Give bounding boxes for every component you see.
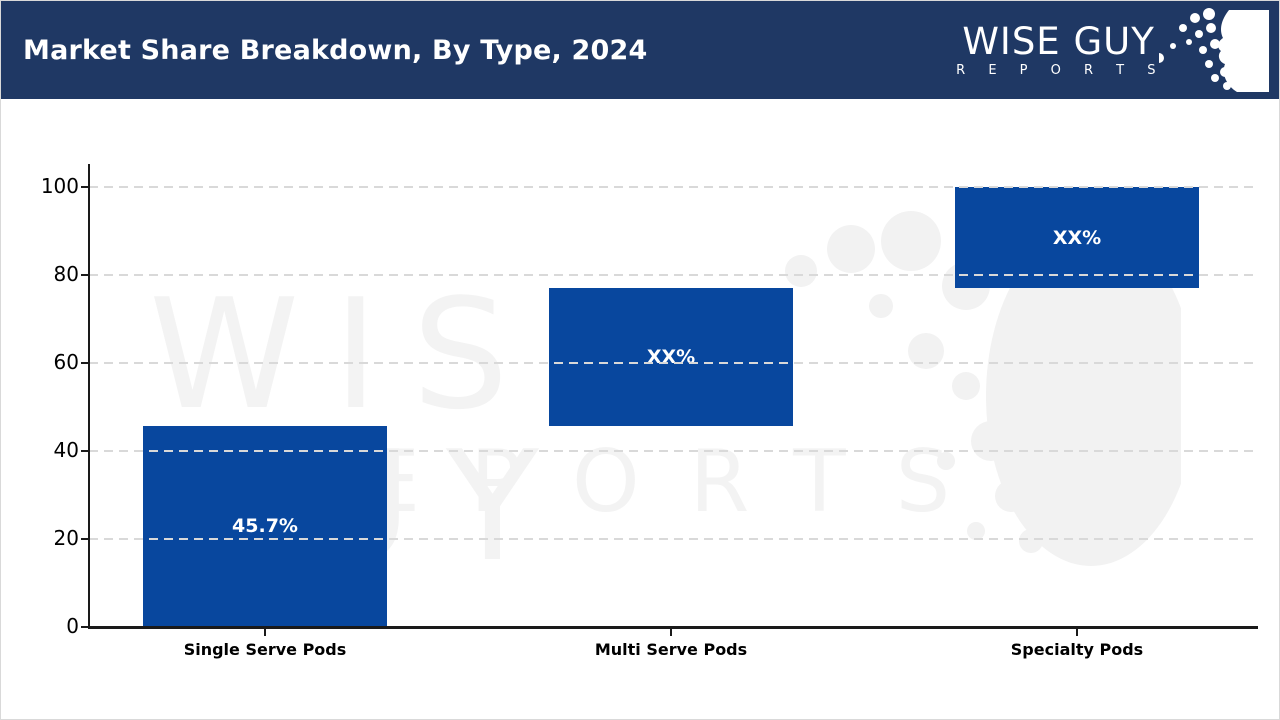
y-axis-line	[88, 164, 90, 629]
y-axis-tick	[81, 274, 89, 276]
chart-title: Market Share Breakdown, By Type, 2024	[23, 34, 648, 66]
y-gridline	[89, 186, 1257, 188]
logo-face-icon	[1159, 8, 1269, 92]
x-axis-category-label: Specialty Pods	[1010, 640, 1144, 659]
bar-specialty-pods: XX%	[955, 187, 1199, 289]
y-axis-tick-label: 20	[53, 526, 79, 550]
y-axis-tick-label: 80	[53, 262, 79, 286]
logo-reports-text: R E P O R T S	[956, 62, 1165, 78]
bar-value-label: 45.7%	[232, 515, 298, 538]
y-axis-tick-label: 60	[53, 350, 79, 374]
y-axis-tick	[81, 450, 89, 452]
y-axis-tick	[81, 362, 89, 364]
x-axis-tick	[264, 628, 266, 636]
y-gridline	[89, 274, 1257, 276]
y-axis-tick	[81, 186, 89, 188]
logo-wiseguy-text: WISE GUY	[962, 19, 1155, 63]
x-axis-tick	[1076, 628, 1078, 636]
y-axis-tick	[81, 538, 89, 540]
bar-single-serve-pods: 45.7%	[143, 425, 387, 627]
y-gridline	[89, 362, 1257, 364]
logo-text: WISE GUY R E P O R T S	[952, 23, 1165, 78]
y-gridline	[89, 450, 1257, 452]
y-axis-tick	[81, 626, 89, 628]
y-axis-tick-label: 0	[66, 614, 79, 638]
x-axis-tick	[670, 628, 672, 636]
header-bar: Market Share Breakdown, By Type, 2024 WI…	[1, 1, 1279, 99]
bar-value-label: XX%	[646, 346, 696, 369]
bar-multi-serve-pods: XX%	[549, 288, 793, 426]
y-axis-tick-label: 100	[40, 174, 79, 198]
x-axis-category-label: Single Serve Pods	[183, 640, 347, 659]
x-axis-category-label: Multi Serve Pods	[594, 640, 748, 659]
x-axis-line	[88, 626, 1258, 629]
y-axis-tick-label: 40	[53, 438, 79, 462]
bar-value-label: XX%	[1052, 226, 1102, 249]
logo: WISE GUY R E P O R T S	[952, 5, 1269, 95]
y-gridline	[89, 538, 1257, 540]
